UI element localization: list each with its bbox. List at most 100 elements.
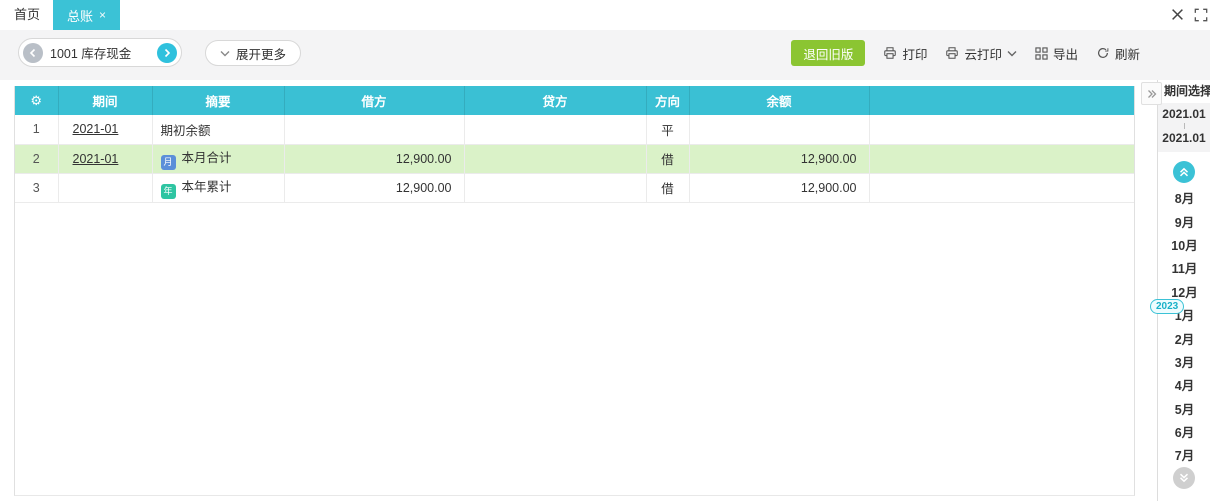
period-range-start: 2021.01 [1162,107,1206,121]
range-divider [1183,123,1185,129]
chevron-down-icon [1007,50,1017,56]
double-chevron-right-icon [1147,89,1156,98]
row-number: 2 [15,144,59,174]
header-direction: 方向 [646,86,690,115]
balance-cell [689,115,870,145]
cloud-print-label: 云打印 [964,47,1002,62]
account-navigator: 1001 库存现金 [18,38,182,67]
ledger-table-container: ⚙ 期间 摘要 借方 贷方 方向 余额 1 2021-01 期初余额 平 2 2021-0… [14,86,1135,496]
print-label: 打印 [902,47,928,62]
back-to-old-version-button[interactable]: 退回旧版 [791,40,866,66]
tab-label: 总账 [66,8,93,24]
balance-cell: 12,900.00 [689,173,870,203]
month-item[interactable]: 12月 [1171,285,1198,300]
print-button[interactable]: 打印 [883,44,927,63]
month-item[interactable]: 5月 [1174,402,1195,417]
table-row[interactable]: 1 2021-01 期初余额 平 [15,115,1134,145]
double-chevron-down-icon [1179,473,1189,483]
direction-cell: 借 [646,173,690,203]
period-sidebar: 期间选择 2021.01 2021.01 8月 9月 10月 11月 12月 1月 2月 3月… [1157,80,1210,501]
table-body: 1 2021-01 期初余额平 2 2021-01 月本月合计 12,900.00 借 12,9… [15,115,1134,203]
fullscreen-icon[interactable] [1194,8,1208,22]
tab-close-icon[interactable]: × [99,8,107,22]
month-item[interactable]: 11月 [1171,262,1198,277]
toolbar: 1001 库存现金 展开更多 退回旧版 打印 云打印 导出 [0,30,1210,80]
debit-cell: 12,900.00 [284,144,465,174]
expand-more-button[interactable]: 展开更多 [205,40,302,66]
account-value[interactable]: 1001 库存现金 [50,47,132,61]
year-badge: 2023 [1150,299,1185,314]
extra-cell [869,115,1134,145]
month-item[interactable]: 6月 [1174,426,1195,441]
period-link[interactable]: 2021-01 [72,122,119,137]
period-link[interactable]: 2021-01 [72,151,119,166]
printer-icon [884,47,897,59]
toolbar-actions: 退回旧版 打印 云打印 导出 刷新 [791,39,1140,67]
extra-cell [869,173,1134,203]
summary-cell: 年本年累计 [152,173,285,203]
month-item[interactable]: 2月 [1174,332,1195,347]
top-tab-bar: 首页 总账 × [0,0,1210,30]
tab-general-ledger[interactable]: 总账 × [53,0,120,30]
chevron-down-icon [220,50,230,56]
credit-cell [464,144,647,174]
column-settings-gear-icon[interactable]: ⚙ [15,86,59,115]
credit-cell [464,173,647,203]
header-credit: 贷方 [464,86,647,115]
expand-more-label: 展开更多 [236,47,287,62]
refresh-icon [1098,47,1109,58]
period-range: 2021.01 2021.01 [1158,103,1210,152]
refresh-button[interactable]: 刷新 [1096,44,1140,63]
header-summary: 摘要 [152,86,285,115]
close-icon[interactable] [1171,8,1184,21]
header-balance: 余额 [689,86,870,115]
scroll-down-button[interactable] [1173,467,1195,489]
period-range-end: 2021.01 [1162,131,1206,145]
refresh-label: 刷新 [1114,47,1140,62]
header-empty [869,86,1134,115]
direction-cell: 平 [646,115,690,145]
cloud-print-button[interactable]: 云打印 [945,44,1017,63]
tab-home[interactable]: 首页 [14,7,41,22]
export-button[interactable]: 导出 [1035,44,1078,63]
export-icon [1035,46,1048,60]
balance-cell: 12,900.00 [689,144,870,174]
sidebar-collapse-handle[interactable] [1141,82,1162,105]
table-row[interactable]: 2 2021-01 月本月合计 12,900.00 借 12,900.00 [15,144,1134,174]
period-cell: 2021-01 [58,115,153,145]
row-number: 1 [15,115,59,145]
header-period: 期间 [58,86,153,115]
month-item[interactable]: 3月 [1174,355,1195,370]
calendar-icon: 年 [160,184,176,199]
export-label: 导出 [1052,47,1078,62]
month-item[interactable]: 9月 [1174,215,1195,230]
month-item[interactable]: 4月 [1174,379,1195,394]
header-debit: 借方 [284,86,465,115]
period-cell: 2021-01 [58,144,153,174]
credit-cell [464,115,647,145]
month-item[interactable]: 8月 [1174,192,1195,207]
month-list: 8月 9月 10月 11月 12月 1月 2月 3月 4月 5月 6月 7月 [1158,186,1210,467]
calendar-icon: 月 [160,155,176,170]
table-header-row: ⚙ 期间 摘要 借方 贷方 方向 余额 [15,86,1134,115]
table-row[interactable]: 3 年本年累计 12,900.00 借 12,900.00 [15,173,1134,203]
extra-cell [869,144,1134,174]
row-number: 3 [15,173,59,203]
summary-cell: 月本月合计 [152,144,285,174]
summary-text: 本月合计 [181,151,232,165]
scroll-up-button[interactable] [1173,161,1195,183]
month-item[interactable]: 7月 [1174,449,1195,464]
next-account-icon[interactable] [157,42,177,63]
debit-cell [284,115,465,145]
month-item[interactable]: 10月 [1171,238,1198,253]
prev-account-icon[interactable] [23,42,43,63]
period-cell [58,173,153,203]
cloud-printer-icon [946,47,959,59]
summary-cell: 期初余额 [152,115,285,145]
direction-cell: 借 [646,144,690,174]
summary-text: 本年累计 [181,180,232,194]
debit-cell: 12,900.00 [284,173,465,203]
summary-text: 期初余额 [160,123,211,138]
period-selector-title: 期间选择 [1164,84,1210,98]
double-chevron-up-icon [1179,167,1189,177]
